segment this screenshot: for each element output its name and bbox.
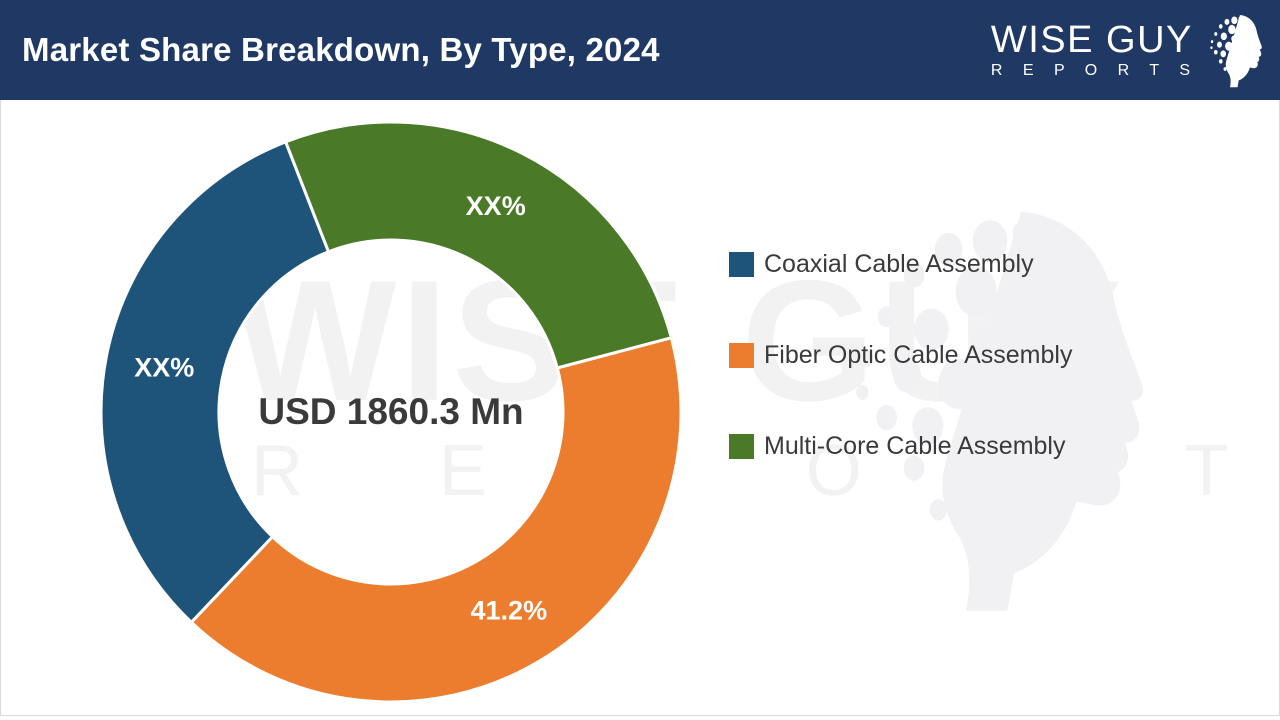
legend-label-fiber-optic: Fiber Optic Cable Assembly xyxy=(764,341,1073,369)
slice-label: XX% xyxy=(466,191,526,221)
legend-label-coaxial: Coaxial Cable Assembly xyxy=(764,250,1034,278)
logo-head-icon xyxy=(1210,15,1262,88)
chart-legend: Coaxial Cable Assembly Fiber Optic Cable… xyxy=(729,252,1072,525)
donut-slice-multi-core-cable-assembly xyxy=(283,120,674,370)
logo-subtitle: R E P O R T S xyxy=(990,61,1198,79)
slice-label: XX% xyxy=(134,353,194,383)
donut-center-value: USD 1860.3 Mn xyxy=(258,391,524,432)
legend-item-multi-core: Multi-Core Cable Assembly xyxy=(729,434,1072,459)
legend-item-fiber-optic: Fiber Optic Cable Assembly xyxy=(729,343,1072,368)
chart-panel: WISE GUY R E P O R T S XX%XX%41.2% USD 1… xyxy=(0,100,1280,716)
donut-chart: XX% XX% 41.2% xyxy=(99,120,683,704)
logo-wordmark: WISE GUY xyxy=(990,18,1193,61)
header-bar: Market Share Breakdown, By Type, 2024 WI… xyxy=(0,0,1280,100)
legend-item-coaxial: Coaxial Cable Assembly xyxy=(729,252,1072,277)
donut-slice-coaxial-cable-assembly xyxy=(99,139,331,625)
wise-guy-reports-logo: WISE GUY R E P O R T S xyxy=(991,8,1266,92)
donut-slice-fiber-optic-cable-assembly xyxy=(189,335,683,704)
slice-label: 41.2% xyxy=(471,596,548,626)
legend-swatch-coaxial xyxy=(729,252,754,277)
legend-label-multi-core: Multi-Core Cable Assembly xyxy=(764,432,1066,460)
page-title: Market Share Breakdown, By Type, 2024 xyxy=(22,31,660,68)
legend-swatch-fiber-optic xyxy=(729,343,754,368)
legend-swatch-multi-core xyxy=(729,434,754,459)
